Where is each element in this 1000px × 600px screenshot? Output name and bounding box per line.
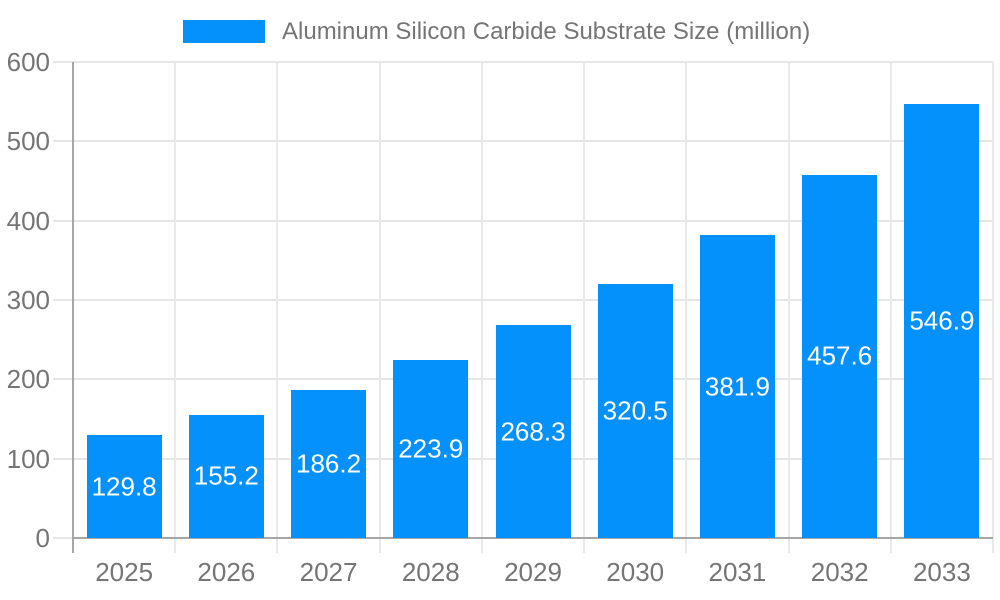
legend-swatch[interactable] <box>183 20 265 43</box>
bar-2025 <box>86 435 162 538</box>
bar-2033 <box>904 104 980 538</box>
bar-value-label: 155.2 <box>193 460 259 491</box>
x-gridline <box>685 62 688 553</box>
x-axis-tick-label: 2031 <box>708 557 767 587</box>
bar-2027 <box>291 390 367 538</box>
bar-value-label: 129.8 <box>91 471 157 501</box>
bar-2032 <box>802 174 878 538</box>
x-axis-tick-label: 2033 <box>912 557 971 587</box>
y-gridline <box>53 219 993 222</box>
bar-value-label: 320.5 <box>602 395 668 426</box>
y-axis-tick-label: 0 <box>35 523 50 553</box>
x-axis-line <box>73 537 993 539</box>
bar-value-label: 268.3 <box>500 416 566 447</box>
x-axis-tick-label: 2032 <box>810 557 869 587</box>
y-axis-line <box>72 62 74 553</box>
y-axis-tick-label: 600 <box>6 47 50 77</box>
x-gridline <box>480 62 483 553</box>
x-axis-tick-label: 2028 <box>401 557 460 587</box>
bar-value-label: 546.9 <box>909 305 975 336</box>
y-gridline <box>53 61 993 63</box>
bar-value-label: 457.6 <box>807 340 873 371</box>
x-axis-tick-label: 2027 <box>299 557 358 587</box>
y-axis-tick-label: 100 <box>6 443 50 474</box>
bar-2031 <box>699 235 775 538</box>
bar-value-label: 381.9 <box>704 371 770 401</box>
x-gridline <box>787 62 790 553</box>
x-gridline <box>583 62 586 553</box>
bar-2030 <box>597 283 673 538</box>
bar-2029 <box>495 325 571 538</box>
x-gridline <box>889 62 892 553</box>
y-axis-tick-label: 400 <box>6 205 50 236</box>
x-gridline <box>378 62 381 553</box>
chart-title[interactable]: Aluminum Silicon Carbide Substrate Size … <box>282 18 811 45</box>
y-gridline <box>53 140 993 143</box>
bar-value-label: 186.2 <box>296 448 362 479</box>
x-gridline <box>174 62 177 553</box>
bar-2026 <box>188 414 264 538</box>
y-gridline <box>53 299 993 301</box>
x-axis-tick-label: 2030 <box>606 557 665 587</box>
bar-2028 <box>393 360 469 538</box>
x-axis-tick-label: 2025 <box>95 557 154 587</box>
y-axis-tick-label: 500 <box>6 126 50 157</box>
x-gridline <box>992 62 994 553</box>
x-gridline <box>276 62 279 553</box>
x-axis-tick-label: 2026 <box>197 557 256 587</box>
y-axis-tick-label: 200 <box>6 364 50 395</box>
bar-value-label: 223.9 <box>398 433 464 464</box>
x-axis-tick-label: 2029 <box>504 557 562 587</box>
y-axis-tick-label: 300 <box>6 285 50 315</box>
